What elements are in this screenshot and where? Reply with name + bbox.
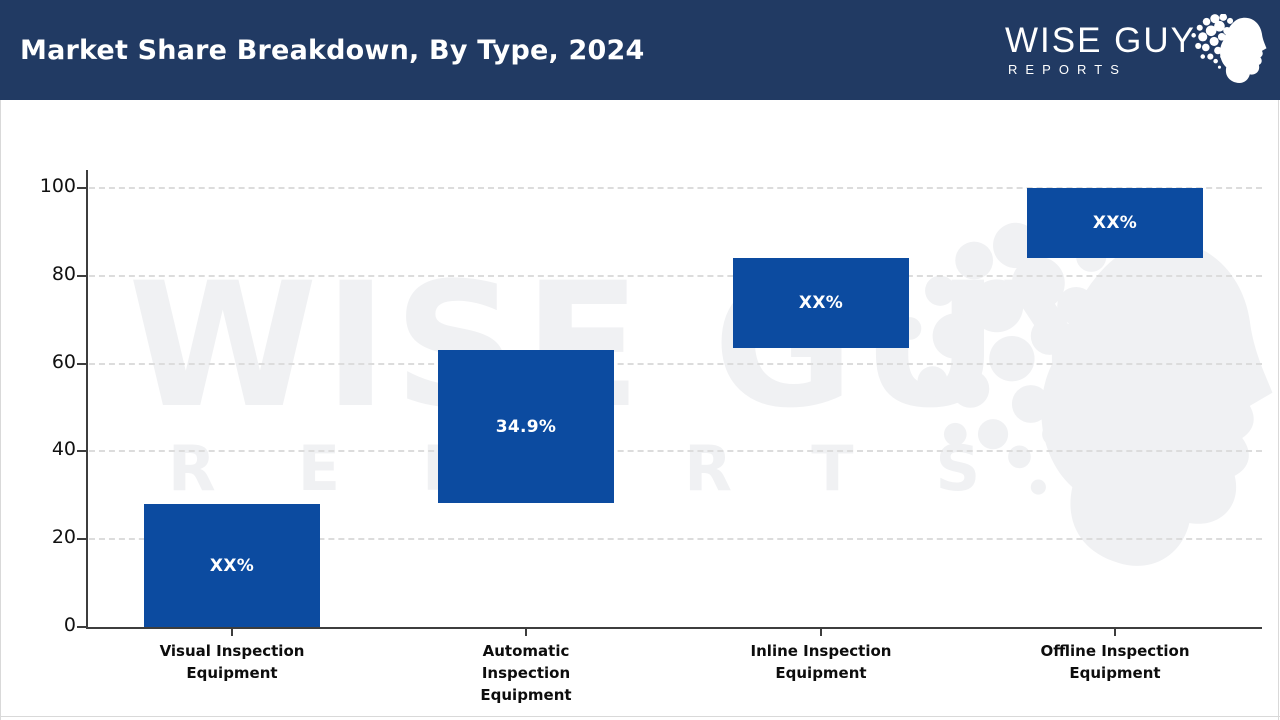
- category-label-1: Visual Inspection Equipment: [159, 642, 305, 682]
- bar-3-text: XX%: [798, 293, 844, 313]
- category-label-3: Inline Inspection Equipment: [750, 642, 892, 682]
- y-axis-label-0: 0: [63, 614, 76, 636]
- y-axis-label-20: 20: [51, 526, 76, 549]
- gridline-y40: [89, 450, 1262, 453]
- page-border-bottom: [0, 716, 1280, 717]
- category-label-4: Offline Inspection Equipment: [1040, 642, 1190, 682]
- y-axis-label-80: 80: [51, 262, 76, 285]
- page-border-left: [0, 100, 1, 720]
- y-axis-tick-100: [77, 187, 86, 189]
- logo-text: WISE GUY REPORTS: [1005, 23, 1196, 77]
- bar-4-text: XX%: [1092, 213, 1138, 233]
- y-axis-label-60: 60: [51, 350, 76, 373]
- bar-3: XX%: [733, 258, 909, 348]
- y-axis-tick-60: [77, 362, 86, 365]
- y-axis-label-40: 40: [51, 438, 76, 461]
- logo-subtitle: REPORTS: [1007, 62, 1127, 77]
- gridline-y60: [89, 362, 1262, 365]
- y-axis-tick-40: [77, 450, 86, 453]
- y-axis-tick-80: [77, 274, 86, 277]
- x-axis-tick-4: [1114, 629, 1116, 636]
- bar-4: XX%: [1027, 188, 1203, 258]
- bar-1: XX%: [144, 504, 320, 627]
- x-axis-tick-1: [231, 629, 233, 636]
- gridline-y100: [89, 187, 1262, 189]
- y-axis-tick-0: [77, 626, 86, 628]
- x-axis-tick-3: [820, 629, 822, 636]
- bar-2-text: 34.9%: [495, 416, 557, 437]
- bar-2: 34.9%: [438, 350, 614, 503]
- x-axis-line: [86, 627, 1262, 629]
- logo-wordmark: WISE GUY: [1004, 21, 1196, 60]
- y-axis-tick-20: [77, 538, 86, 541]
- header: Market Share Breakdown, By Type, 2024 WI…: [0, 0, 1280, 100]
- logo-head-icon: [1191, 13, 1267, 83]
- category-label-2: Automatic Inspection Equipment: [480, 642, 572, 704]
- y-axis-label-100: 100: [39, 175, 76, 197]
- wiseguy-logo: WISE GUY REPORTS: [1005, 13, 1280, 87]
- x-axis-tick-2: [525, 629, 527, 636]
- y-axis-line: [86, 170, 88, 629]
- gridline-y20: [89, 538, 1262, 541]
- page-title: Market Share Breakdown, By Type, 2024: [20, 34, 645, 66]
- bar-1-text: XX%: [209, 555, 255, 576]
- gridline-y80: [89, 274, 1262, 277]
- page-border-right: [1278, 100, 1279, 720]
